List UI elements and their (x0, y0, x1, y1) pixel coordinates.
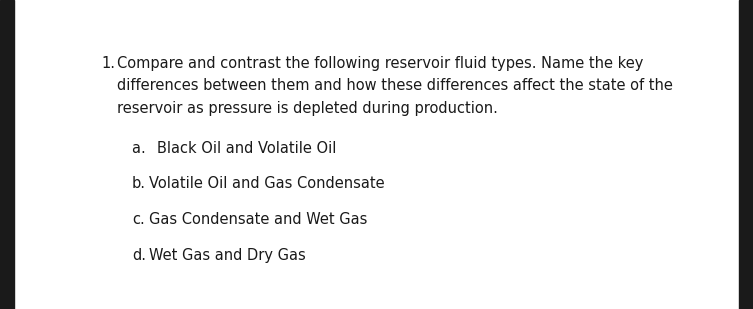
Text: a.: a. (132, 141, 155, 156)
Text: differences between them and how these differences affect the state of the: differences between them and how these d… (117, 78, 672, 93)
Text: Volatile Oil and Gas Condensate: Volatile Oil and Gas Condensate (149, 176, 385, 192)
Text: b.: b. (132, 176, 146, 192)
Text: Wet Gas and Dry Gas: Wet Gas and Dry Gas (149, 248, 306, 263)
Text: c.: c. (132, 212, 145, 227)
Text: Gas Condensate and Wet Gas: Gas Condensate and Wet Gas (149, 212, 367, 227)
Text: reservoir as pressure is depleted during production.: reservoir as pressure is depleted during… (117, 101, 498, 116)
Text: Black Oil and Volatile Oil: Black Oil and Volatile Oil (157, 141, 336, 156)
Text: 1.: 1. (102, 56, 116, 71)
Text: d.: d. (132, 248, 146, 263)
Text: Compare and contrast the following reservoir fluid types. Name the key: Compare and contrast the following reser… (117, 56, 643, 71)
